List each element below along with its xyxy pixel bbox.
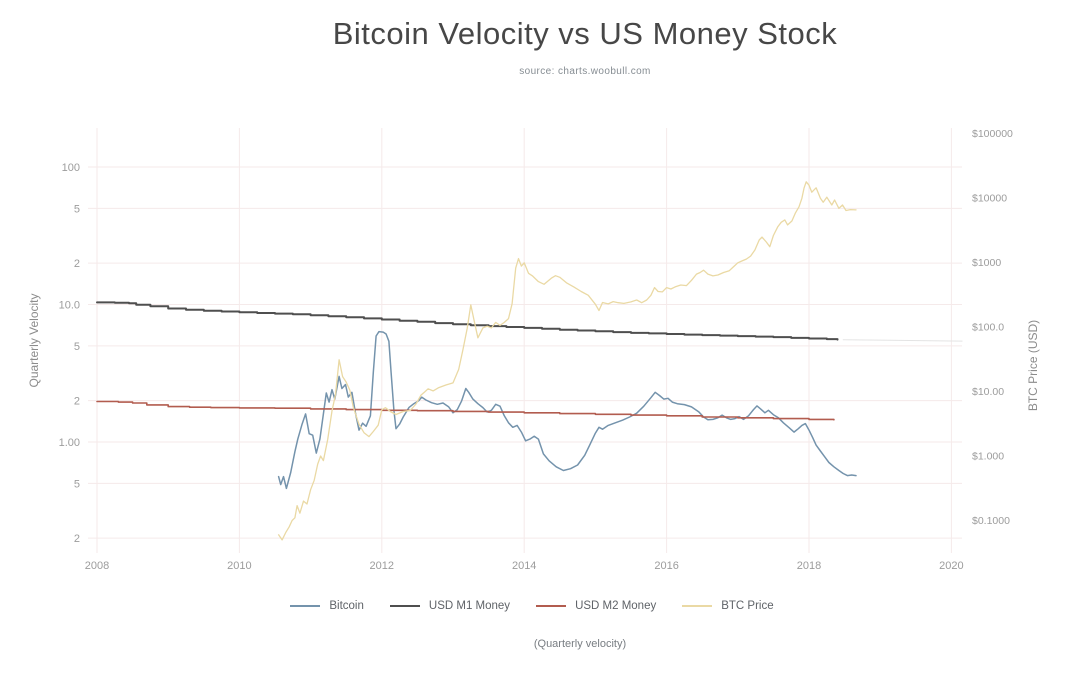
legend-label: USD M1 Money [428, 600, 511, 612]
left-axis-title: Quarterly Velocity [27, 293, 41, 387]
left-axis-tick-label: 5 [74, 341, 80, 353]
right-axis-tick-label: $100.0 [972, 322, 1004, 334]
chart-legend: Bitcoin USD M1 Money USD M2 Money BTC Pr… [0, 600, 1064, 612]
series-line-usd-m1-money [96, 301, 839, 341]
legend-label: Bitcoin [329, 600, 364, 612]
x-axis-tick-label: 2008 [85, 560, 109, 572]
right-axis-tick-label: $10000 [972, 193, 1007, 205]
right-axis-tick-label: $1.000 [972, 451, 1004, 463]
bitcoin-line-swatch-icon [290, 605, 321, 607]
left-axis-tick-label: 2 [74, 533, 80, 545]
left-axis-tick-label: 2 [74, 258, 80, 270]
x-axis-tick-label: 2012 [370, 560, 394, 572]
x-axis-tick-label: 2014 [512, 560, 536, 572]
left-axis-tick-label: 5 [74, 203, 80, 215]
m2-line-swatch-icon [536, 605, 567, 607]
chart-title: Bitcoin Velocity vs US Money Stock [332, 16, 838, 51]
right-axis-tick-label: $100000 [972, 128, 1013, 140]
x-axis-tick-label: 2016 [654, 560, 678, 572]
series-line-btc-price [277, 181, 857, 541]
left-axis-tick-label: 100 [62, 162, 80, 174]
right-axis-tick-label: $10.00 [972, 386, 1004, 398]
right-axis-tick-label: $1000 [972, 257, 1001, 269]
series-line-usd-m2-money [96, 400, 835, 421]
right-axis-tick-label: $0.1000 [972, 515, 1010, 527]
btc-price-line-swatch-icon [682, 605, 713, 607]
x-axis-tick-label: 2010 [227, 560, 251, 572]
left-axis-tick-label: 10.0 [59, 300, 80, 312]
x-axis-tick-label: 2020 [939, 560, 963, 572]
left-axis-tick-label: 2 [74, 396, 80, 408]
legend-item-bitcoin[interactable]: Bitcoin [290, 600, 364, 612]
series-line-usd-m1-money-extension [842, 339, 963, 342]
legend-item-usd-m2-money[interactable]: USD M2 Money [536, 600, 656, 612]
legend-item-btc-price[interactable]: BTC Price [682, 600, 774, 612]
m1-line-swatch-icon [389, 605, 420, 607]
chart-subtitle: source: charts.woobull.com [519, 66, 651, 77]
legend-item-usd-m1-money[interactable]: USD M1 Money [389, 600, 511, 612]
left-axis-tick-label: 5 [74, 478, 80, 490]
series-line-bitcoin [277, 330, 857, 490]
left-axis-tick-label: 1.00 [59, 437, 80, 449]
legend-label: BTC Price [721, 600, 774, 612]
legend-label: USD M2 Money [575, 600, 657, 612]
right-axis-title: BTC Price (USD) [1026, 320, 1040, 411]
x-axis-tick-label: 2018 [797, 560, 821, 572]
chart-caption: (Quarterly velocity) [533, 638, 627, 650]
